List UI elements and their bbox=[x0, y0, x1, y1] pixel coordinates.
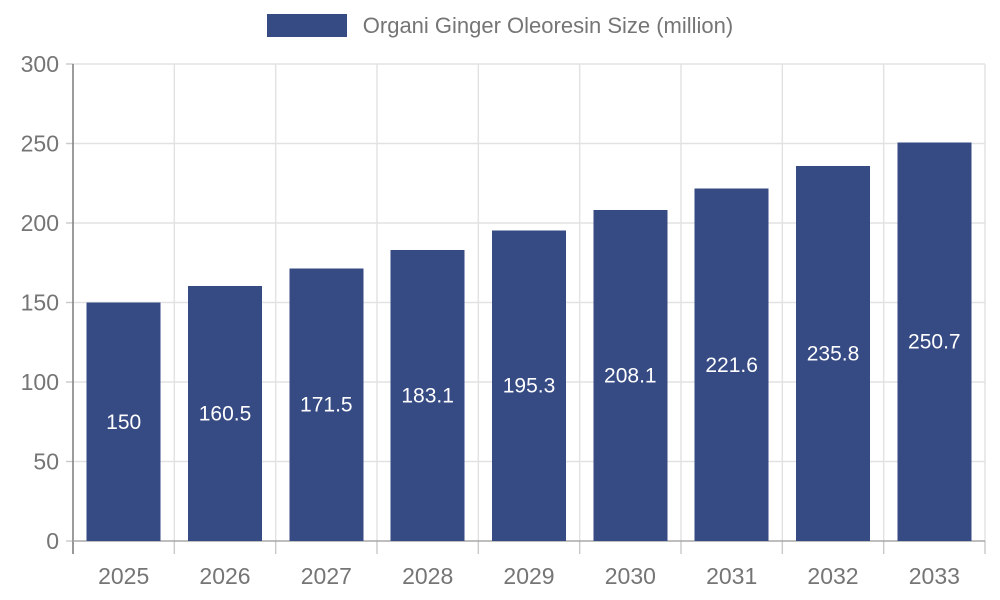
bar-value-label: 150 bbox=[106, 411, 141, 434]
bar-2031[interactable] bbox=[694, 188, 769, 541]
bar-2030[interactable] bbox=[593, 210, 668, 541]
bar-2028[interactable] bbox=[390, 249, 465, 541]
bar-2026[interactable] bbox=[188, 285, 262, 541]
y-tick-label: 100 bbox=[21, 369, 59, 395]
y-tick-label: 200 bbox=[21, 210, 59, 236]
bar-2025[interactable] bbox=[86, 302, 161, 542]
x-tick-label: 2031 bbox=[706, 563, 757, 589]
bar-value-label: 208.1 bbox=[604, 365, 657, 388]
bar-2027[interactable] bbox=[289, 268, 364, 541]
y-tick-label: 0 bbox=[46, 528, 59, 554]
bar-2033[interactable] bbox=[897, 142, 972, 541]
bar-value-label: 235.8 bbox=[807, 343, 860, 366]
x-tick-label: 2033 bbox=[909, 563, 960, 589]
x-tick-label: 2029 bbox=[503, 563, 554, 589]
x-tick-label: 2032 bbox=[807, 563, 858, 589]
x-tick-label: 2026 bbox=[199, 563, 250, 589]
bar-2032[interactable] bbox=[796, 166, 870, 541]
x-tick-label: 2025 bbox=[98, 563, 149, 589]
legend-item[interactable]: Organi Ginger Oleoresin Size (million) bbox=[0, 14, 1000, 37]
x-tick-label: 2027 bbox=[301, 563, 352, 589]
bar-value-label: 183.1 bbox=[401, 384, 454, 407]
bar-value-label: 250.7 bbox=[908, 331, 961, 354]
x-tick-label: 2028 bbox=[402, 563, 453, 589]
legend-swatch-icon bbox=[266, 14, 347, 37]
bar-value-label: 160.5 bbox=[199, 402, 252, 425]
y-tick-label: 300 bbox=[21, 51, 59, 77]
y-tick-label: 150 bbox=[21, 290, 59, 316]
bar-2029[interactable] bbox=[492, 230, 566, 541]
y-tick-label: 250 bbox=[21, 131, 59, 157]
bar-value-label: 221.6 bbox=[705, 354, 758, 377]
legend-label: Organi Ginger Oleoresin Size (million) bbox=[362, 13, 734, 38]
bar-value-label: 195.3 bbox=[503, 375, 556, 398]
x-tick-label: 2030 bbox=[605, 563, 656, 589]
y-tick-label: 50 bbox=[33, 449, 59, 475]
bar-value-label: 171.5 bbox=[300, 394, 353, 417]
